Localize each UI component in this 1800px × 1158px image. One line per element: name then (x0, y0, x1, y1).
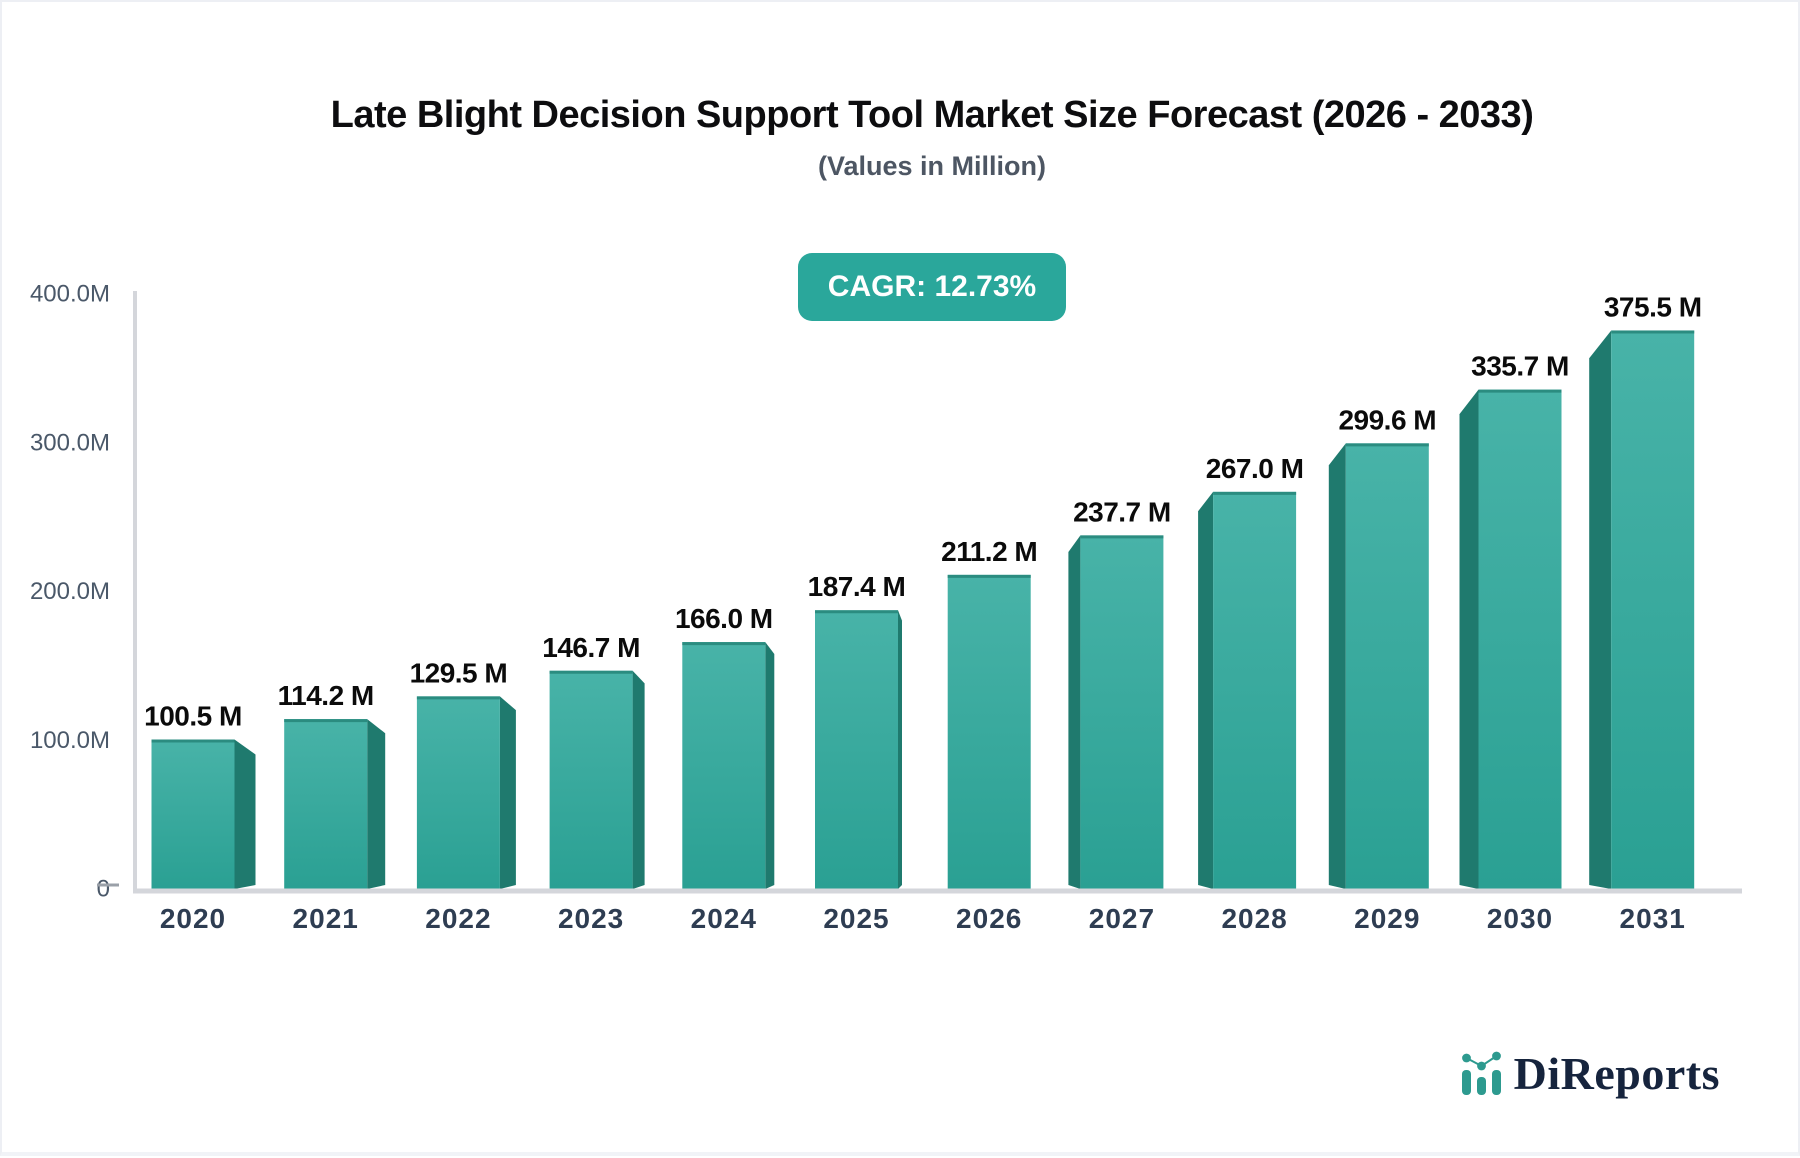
x-axis-label: 2028 (1221, 903, 1287, 934)
bar-side-face (632, 670, 645, 889)
bar-value-label: 146.7 M (542, 632, 640, 663)
bar-2027 (1080, 535, 1164, 889)
y-axis-label: 300.0M (30, 429, 110, 456)
direports-logo: DiReports (1460, 1047, 1720, 1100)
bar-2030 (1478, 389, 1562, 889)
chart-header: Late Blight Decision Support Tool Market… (2, 94, 1798, 182)
logo-text: DiReports (1513, 1048, 1720, 1099)
chart-subtitle: (Values in Million) (817, 151, 1047, 181)
x-axis-label: 2031 (1620, 903, 1686, 934)
bar-2020 (151, 739, 235, 889)
y-axis-label: 200.0M (30, 578, 110, 605)
x-axis-label: 2029 (1354, 903, 1420, 934)
bar-value-label: 129.5 M (410, 657, 508, 688)
bar-side-face (898, 610, 902, 889)
x-axis-label: 2022 (425, 903, 491, 934)
chart-title: Late Blight Decision Support Tool Market… (330, 94, 1534, 136)
bar-chart-logo-icon (1461, 1051, 1501, 1095)
bar-2026 (947, 574, 1031, 889)
bar-2028 (1213, 491, 1297, 889)
bar-value-label: 375.5 M (1604, 291, 1702, 322)
x-axis-label: 2030 (1487, 903, 1553, 934)
cagr-badge: CAGR: 12.73% (797, 253, 1067, 321)
bar-2024 (682, 642, 766, 889)
y-axis-label: 400.0M (30, 281, 110, 308)
bar-value-label: 114.2 M (278, 680, 374, 711)
bar-2031 (1611, 330, 1695, 890)
x-axis-label: 2026 (956, 903, 1022, 934)
bar-value-label: 335.7 M (1471, 351, 1569, 382)
bar-side-face (1198, 491, 1214, 889)
bar-side-face (367, 719, 386, 889)
bar-value-label: 166.0 M (675, 603, 773, 634)
x-axis-label: 2021 (293, 903, 359, 934)
bar-2029 (1345, 443, 1429, 889)
bar-side-face (234, 739, 256, 889)
bar-value-label: 299.6 M (1338, 404, 1436, 435)
bar-value-label: 237.7 M (1073, 496, 1171, 527)
bar-2021 (284, 719, 368, 889)
bar-value-label: 267.0 M (1206, 453, 1304, 484)
y-axis-label: 100.0M (30, 727, 110, 754)
x-axis-label: 2025 (823, 903, 889, 934)
cagr-badge-wrap: CAGR: 12.73% (2, 253, 1798, 321)
y-axis-label: 0 (97, 876, 110, 903)
x-axis-label: 2027 (1089, 903, 1155, 934)
bar-side-face (1068, 535, 1081, 889)
bar-side-face (499, 696, 516, 889)
bar-side-face (1328, 443, 1346, 889)
bar-value-label: 100.5 M (144, 701, 242, 732)
bar-side-face (1589, 330, 1612, 890)
bar-2025 (815, 610, 898, 889)
bar-value-label: 211.2 M (941, 536, 1037, 567)
bar-side-face (765, 642, 775, 889)
x-axis-label: 2024 (691, 903, 757, 934)
bar-side-face (1459, 389, 1479, 889)
bar-2023 (549, 670, 633, 889)
x-axis-label: 2023 (558, 903, 624, 934)
bar-value-label: 187.4 M (808, 571, 906, 602)
bar-2022 (416, 696, 500, 889)
x-axis-label: 2020 (160, 903, 226, 934)
